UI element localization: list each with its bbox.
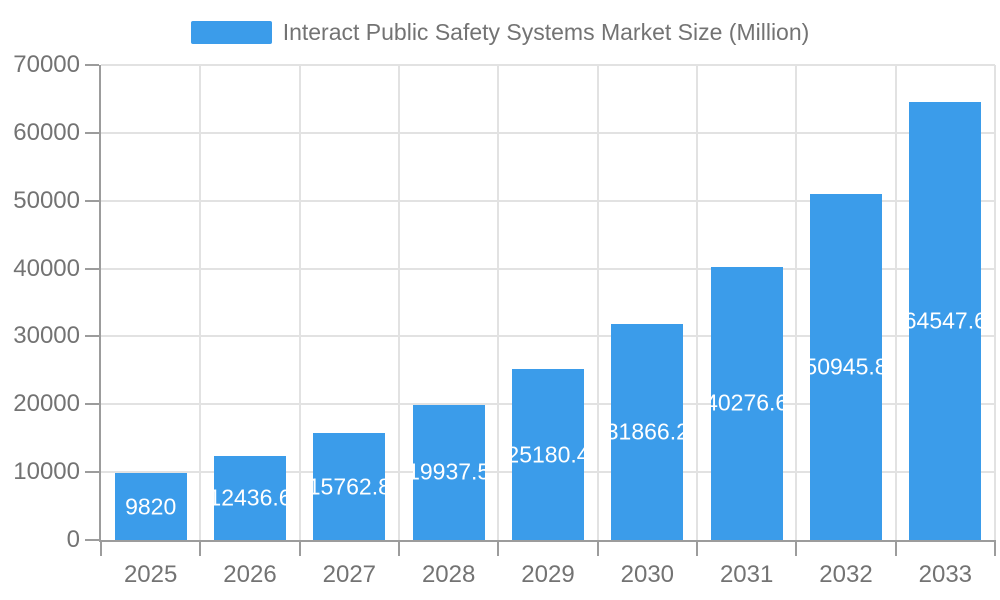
y-axis-label: 70000 bbox=[13, 51, 80, 78]
bar[interactable]: 12436.6 bbox=[214, 455, 286, 540]
x-axis-label: 2025 bbox=[123, 561, 178, 588]
gridline-horizontal bbox=[101, 64, 995, 66]
x-axis-tick bbox=[696, 540, 698, 556]
x-axis-line bbox=[99, 540, 995, 542]
y-axis-label: 0 bbox=[66, 526, 80, 553]
gridline-vertical bbox=[497, 65, 500, 540]
legend-swatch-icon bbox=[190, 20, 272, 44]
gridline-vertical bbox=[398, 65, 400, 540]
gridline-horizontal bbox=[101, 131, 995, 134]
gridline-vertical bbox=[298, 65, 301, 540]
bar-value-label: 15762.8 bbox=[313, 473, 386, 500]
x-axis-label: 2033 bbox=[918, 561, 973, 588]
gridline-horizontal bbox=[101, 267, 995, 270]
y-axis-tick bbox=[85, 267, 99, 270]
plot-area: 9820 12436.6 15762.8 19937.5 25180.4 31866.2 4… bbox=[13, 51, 996, 588]
gridline-horizontal bbox=[101, 199, 995, 202]
bar[interactable]: 64547.6 bbox=[909, 102, 982, 540]
y-axis-tick bbox=[85, 131, 99, 134]
bar-value-label: 64547.6 bbox=[909, 307, 982, 334]
bar[interactable]: 9820 bbox=[114, 473, 187, 540]
gridline-vertical bbox=[596, 65, 599, 540]
x-axis-label: 2031 bbox=[719, 561, 774, 588]
y-axis-tick bbox=[85, 403, 99, 406]
legend-label: Interact Public Safety Systems Market Si… bbox=[282, 19, 810, 45]
x-axis-label: 2030 bbox=[620, 561, 675, 588]
y-axis-tick bbox=[85, 539, 99, 541]
bar[interactable]: 19937.5 bbox=[412, 404, 485, 540]
x-axis-label: 2032 bbox=[819, 561, 873, 588]
gridline-vertical bbox=[199, 65, 202, 540]
bar[interactable]: 25180.4 bbox=[512, 369, 584, 540]
bar-value-label: 9820 bbox=[125, 493, 177, 520]
bar-value-label: 12436.6 bbox=[214, 484, 286, 511]
bar[interactable]: 31866.2 bbox=[611, 323, 684, 540]
x-axis-tick bbox=[497, 540, 500, 556]
y-axis-label: 40000 bbox=[13, 254, 80, 282]
x-axis-tick bbox=[298, 540, 301, 556]
bar[interactable]: 50945.8 bbox=[810, 194, 882, 540]
y-axis-line bbox=[99, 65, 101, 540]
bar-value-label: 31866.2 bbox=[611, 418, 684, 445]
x-axis-tick bbox=[596, 540, 599, 556]
bar-value-label: 19937.5 bbox=[412, 458, 485, 485]
y-axis-label: 50000 bbox=[13, 186, 80, 214]
x-axis-tick bbox=[100, 540, 102, 556]
x-axis-label: 2028 bbox=[421, 561, 476, 588]
x-axis-tick bbox=[894, 540, 897, 556]
x-axis-tick bbox=[398, 540, 400, 556]
bar[interactable]: 15762.8 bbox=[313, 433, 386, 540]
x-axis-tick bbox=[199, 540, 202, 556]
y-axis-tick bbox=[85, 335, 99, 338]
bar[interactable]: 40276.6 bbox=[710, 266, 783, 540]
gridline-vertical bbox=[894, 65, 897, 540]
y-axis-label: 30000 bbox=[13, 322, 80, 350]
gridline-horizontal bbox=[101, 335, 995, 338]
gridline-vertical bbox=[994, 65, 996, 540]
y-axis-label: 10000 bbox=[13, 458, 80, 486]
gridline-vertical bbox=[696, 65, 698, 540]
y-axis-tick bbox=[85, 471, 99, 474]
bar-value-label: 25180.4 bbox=[512, 441, 584, 468]
bar-value-label: 40276.6 bbox=[710, 389, 783, 416]
gridline-vertical bbox=[795, 65, 798, 540]
x-axis-tick bbox=[994, 540, 996, 556]
x-axis-label: 2027 bbox=[322, 561, 377, 588]
bar-value-label: 50945.8 bbox=[810, 353, 882, 380]
x-axis-tick bbox=[795, 540, 798, 556]
y-axis-label: 20000 bbox=[13, 390, 80, 418]
y-axis-tick bbox=[85, 199, 99, 202]
y-axis-label: 60000 bbox=[13, 118, 80, 146]
legend[interactable]: Interact Public Safety Systems Market Si… bbox=[0, 19, 1000, 45]
y-axis-tick bbox=[85, 64, 99, 66]
x-axis-label: 2029 bbox=[521, 561, 575, 588]
x-axis-label: 2026 bbox=[223, 561, 277, 588]
